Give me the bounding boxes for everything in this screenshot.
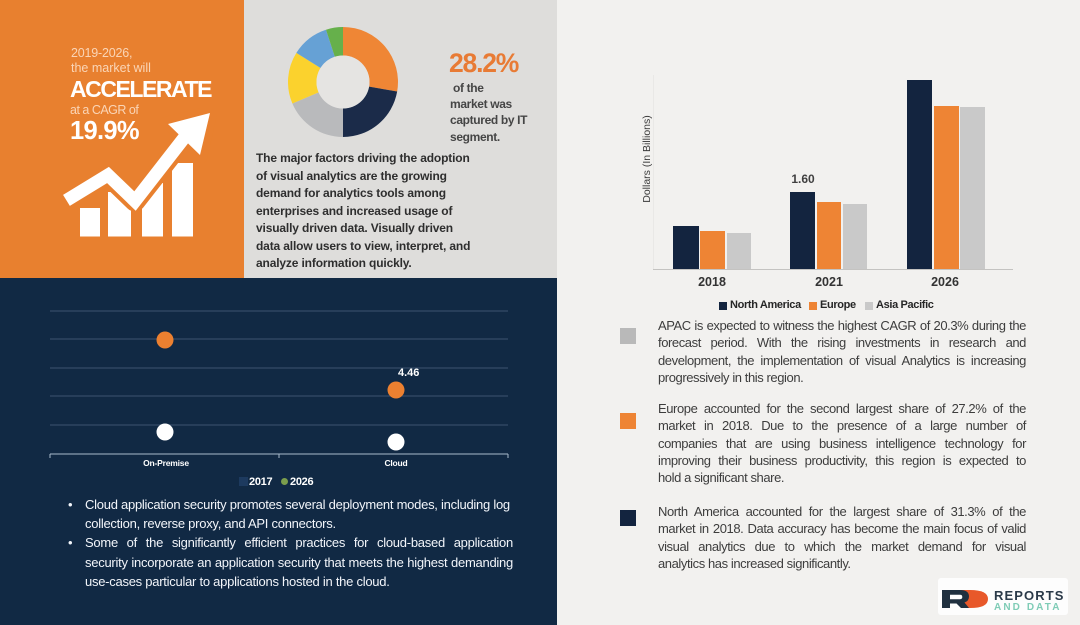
svg-text:REPORTS: REPORTS: [994, 588, 1065, 603]
svg-text:AND DATA: AND DATA: [994, 602, 1062, 613]
